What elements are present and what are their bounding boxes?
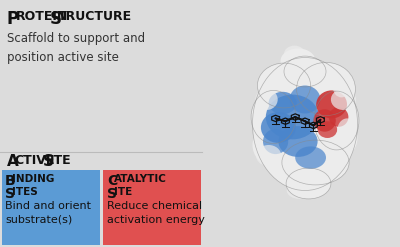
Ellipse shape bbox=[330, 121, 358, 156]
Text: S: S bbox=[107, 187, 117, 201]
Ellipse shape bbox=[306, 169, 332, 188]
Text: Scaffold to support and
position active site: Scaffold to support and position active … bbox=[7, 32, 145, 64]
Ellipse shape bbox=[318, 121, 337, 138]
Text: C: C bbox=[107, 174, 117, 188]
Ellipse shape bbox=[252, 125, 288, 165]
Text: ITE: ITE bbox=[114, 187, 132, 197]
Text: B: B bbox=[5, 174, 16, 188]
Bar bbox=[2, 170, 100, 245]
Ellipse shape bbox=[314, 91, 359, 150]
Ellipse shape bbox=[263, 129, 288, 154]
Ellipse shape bbox=[295, 146, 326, 169]
Ellipse shape bbox=[252, 58, 358, 190]
Ellipse shape bbox=[316, 90, 347, 118]
Ellipse shape bbox=[251, 90, 296, 144]
Ellipse shape bbox=[333, 78, 350, 97]
Text: CTIVE: CTIVE bbox=[14, 154, 55, 167]
Text: ITES: ITES bbox=[12, 187, 38, 197]
Ellipse shape bbox=[266, 95, 319, 139]
Text: P: P bbox=[7, 10, 19, 28]
Ellipse shape bbox=[284, 46, 305, 62]
Text: TRUCTURE: TRUCTURE bbox=[58, 10, 132, 23]
Ellipse shape bbox=[337, 118, 357, 144]
Ellipse shape bbox=[284, 56, 326, 87]
Text: A: A bbox=[7, 154, 19, 169]
Ellipse shape bbox=[292, 57, 318, 76]
Ellipse shape bbox=[290, 85, 320, 114]
Text: ATALYTIC: ATALYTIC bbox=[114, 174, 167, 184]
Bar bbox=[0, 0, 202, 247]
Ellipse shape bbox=[264, 131, 318, 173]
Ellipse shape bbox=[286, 168, 331, 199]
Text: Reduce chemical
activation energy: Reduce chemical activation energy bbox=[107, 201, 205, 225]
Ellipse shape bbox=[256, 145, 281, 166]
Text: ROTEIN: ROTEIN bbox=[16, 10, 68, 23]
Ellipse shape bbox=[271, 65, 290, 82]
Bar bbox=[103, 170, 201, 245]
Ellipse shape bbox=[325, 69, 355, 109]
Ellipse shape bbox=[331, 89, 356, 110]
Ellipse shape bbox=[297, 62, 355, 116]
Ellipse shape bbox=[269, 92, 297, 114]
Ellipse shape bbox=[261, 112, 296, 143]
Ellipse shape bbox=[329, 107, 348, 127]
Ellipse shape bbox=[258, 63, 311, 108]
Text: S: S bbox=[42, 154, 54, 169]
Text: S: S bbox=[50, 10, 62, 28]
Text: ITE: ITE bbox=[50, 154, 71, 167]
Text: INDING: INDING bbox=[12, 174, 54, 184]
Ellipse shape bbox=[278, 126, 318, 157]
Ellipse shape bbox=[319, 67, 340, 85]
Ellipse shape bbox=[287, 182, 312, 199]
Text: S: S bbox=[5, 187, 15, 201]
Ellipse shape bbox=[314, 109, 336, 132]
Ellipse shape bbox=[255, 89, 278, 110]
Text: Bind and orient
substrate(s): Bind and orient substrate(s) bbox=[5, 201, 91, 225]
Ellipse shape bbox=[282, 140, 349, 185]
Ellipse shape bbox=[280, 48, 316, 74]
